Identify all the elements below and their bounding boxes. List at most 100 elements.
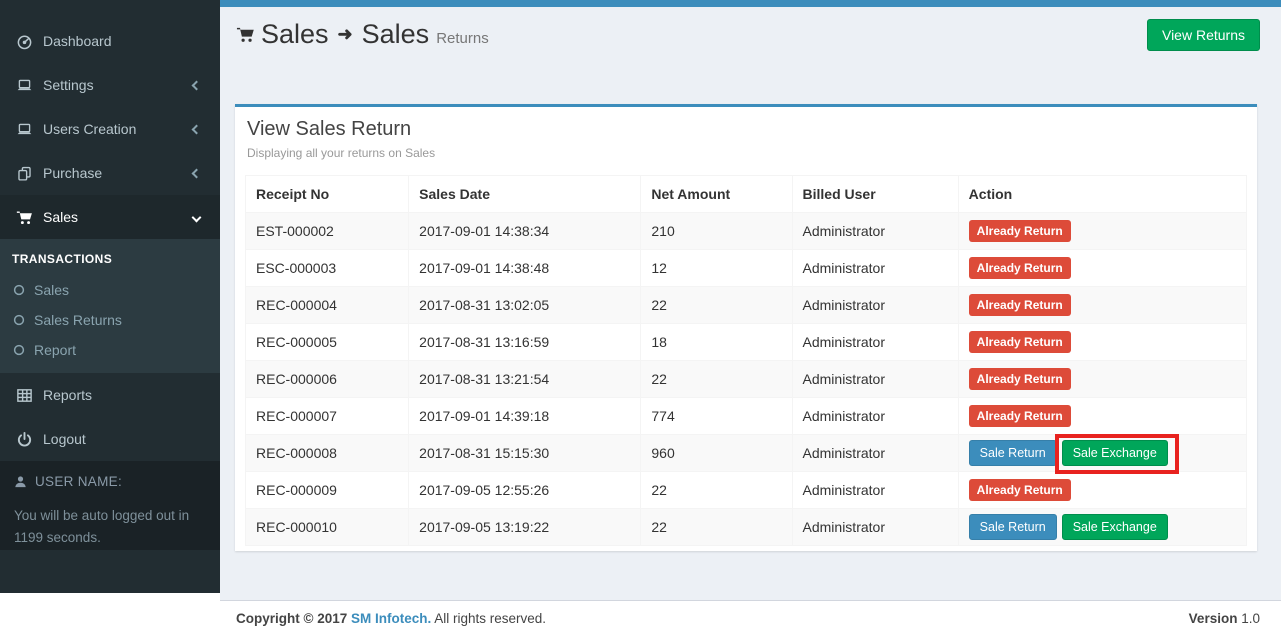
cell-sales-date: 2017-09-01 14:38:48 — [408, 249, 642, 287]
copy-icon — [15, 164, 33, 182]
already-return-badge: Already Return — [968, 220, 1071, 242]
footer: Copyright © 2017 SM Infotech. All rights… — [220, 600, 1281, 639]
version-value: 1.0 — [1241, 611, 1260, 626]
table-row: REC-000009 2017-09-05 12:55:26 22 Administr… — [244, 471, 1248, 509]
cell-sales-date: 2017-08-31 13:02:05 — [408, 286, 642, 324]
sidebar-subitem-report[interactable]: Report — [0, 335, 220, 365]
cell-receipt-no: REC-000009 — [244, 471, 410, 509]
breadcrumb-secondary: Sales — [361, 19, 430, 49]
sidebar-item-reports[interactable]: Reports — [0, 373, 220, 417]
table-row: REC-000006 2017-08-31 13:21:54 22 Administr… — [244, 360, 1248, 398]
sale-return-button[interactable]: Sale Return — [968, 440, 1057, 466]
sale-return-button[interactable]: Sale Return — [968, 514, 1057, 540]
dashboard-icon — [15, 32, 33, 50]
cell-actions: Already Return — [957, 471, 1248, 509]
cell-receipt-no: ESC-000003 — [244, 249, 410, 287]
cell-billed-user: Administrator — [791, 434, 959, 472]
sidebar: Dashboard Settings Users Creation Purcha… — [0, 0, 220, 593]
sidebar-item-label: Users Creation — [43, 121, 137, 137]
sidebar-item-label: Reports — [43, 387, 93, 403]
main-content: Sales ➜ Sales Returns View Returns View … — [220, 7, 1281, 600]
sale-exchange-button[interactable]: Sale Exchange — [1061, 440, 1168, 466]
cell-actions: Already Return — [957, 360, 1248, 398]
cell-net-amount: 22 — [640, 286, 793, 324]
cell-net-amount: 774 — [640, 397, 793, 435]
cell-actions: Already Return — [957, 212, 1248, 250]
cell-billed-user: Administrator — [791, 397, 959, 435]
sales-returns-table: Receipt No Sales Date Net Amount Billed … — [244, 175, 1248, 546]
table-row: EST-000002 2017-09-01 14:38:34 210 Administ… — [244, 212, 1248, 250]
column-header-receipt-no: Receipt No — [244, 175, 410, 213]
cell-actions: Already Return — [957, 323, 1248, 361]
copyright-prefix: Copyright © 2017 — [236, 611, 348, 626]
already-return-badge: Already Return — [968, 331, 1071, 353]
sidebar-item-label: Purchase — [43, 165, 103, 181]
column-header-billed-user: Billed User — [791, 175, 959, 213]
subitem-label: Sales — [34, 282, 70, 298]
cell-sales-date: 2017-09-01 14:39:18 — [408, 397, 642, 435]
cell-billed-user: Administrator — [791, 286, 959, 324]
sale-exchange-button[interactable]: Sale Exchange — [1061, 514, 1168, 540]
cell-sales-date: 2017-08-31 13:16:59 — [408, 323, 642, 361]
cell-actions: Already Return — [957, 397, 1248, 435]
cell-net-amount: 18 — [640, 323, 793, 361]
cell-actions: Already Return — [957, 249, 1248, 287]
cell-receipt-no: REC-000004 — [244, 286, 410, 324]
cell-net-amount: 22 — [640, 360, 793, 398]
panel-title: View Sales Return — [247, 118, 412, 140]
cell-billed-user: Administrator — [791, 508, 959, 546]
sidebar-subitem-sales-returns[interactable]: Sales Returns — [0, 305, 220, 335]
table-row: ESC-000003 2017-09-01 14:38:48 12 Administr… — [244, 249, 1248, 287]
view-returns-button[interactable]: View Returns — [1146, 19, 1260, 51]
sales-table-body: EST-000002 2017-09-01 14:38:34 210 Administ… — [244, 212, 1248, 546]
version-label: Version — [1188, 611, 1238, 626]
sidebar-item-sales[interactable]: Sales — [0, 195, 220, 239]
table-icon — [15, 386, 33, 404]
chevron-left-icon — [191, 168, 202, 178]
cell-sales-date: 2017-09-05 12:55:26 — [408, 471, 642, 509]
breadcrumb-suffix: Returns — [436, 30, 489, 47]
cell-receipt-no: REC-000007 — [244, 397, 410, 435]
cell-receipt-no: EST-000002 — [244, 212, 410, 250]
sidebar-item-settings[interactable]: Settings — [0, 63, 220, 107]
already-return-badge: Already Return — [968, 294, 1071, 316]
sidebar-item-purchase[interactable]: Purchase — [0, 151, 220, 195]
person-icon — [14, 475, 27, 488]
cell-receipt-no: REC-000005 — [244, 323, 410, 361]
cell-receipt-no: REC-000010 — [244, 508, 410, 546]
table-row: REC-000004 2017-08-31 13:02:05 22 Administr… — [244, 286, 1248, 324]
table-row: REC-000007 2017-09-01 14:39:18 774 Administ… — [244, 397, 1248, 435]
cell-net-amount: 960 — [640, 434, 793, 472]
table-row: REC-000010 2017-09-05 13:19:22 22 Administr… — [244, 508, 1248, 546]
copyright-suffix: All rights reserved. — [434, 611, 547, 626]
content-header: Sales ➜ Sales Returns View Returns — [220, 7, 1281, 51]
cell-receipt-no: REC-000008 — [244, 434, 410, 472]
table-row: REC-000008 2017-08-31 15:15:30 960 Administ… — [244, 434, 1248, 474]
column-header-action: Action — [957, 175, 1248, 213]
column-header-net-amount: Net Amount — [640, 175, 793, 213]
circle-icon — [13, 344, 25, 356]
cell-net-amount: 12 — [640, 249, 793, 287]
sidebar-item-dashboard[interactable]: Dashboard — [0, 19, 220, 63]
cell-billed-user: Administrator — [791, 212, 959, 250]
circle-icon — [13, 284, 25, 296]
cell-net-amount: 210 — [640, 212, 793, 250]
submenu-section-header: TRANSACTIONS — [12, 252, 113, 266]
cell-billed-user: Administrator — [791, 471, 959, 509]
cell-actions: Already Return — [957, 286, 1248, 324]
table-row: REC-000005 2017-08-31 13:16:59 18 Administr… — [244, 323, 1248, 361]
cell-actions: Sale Return Sale Exchange — [957, 434, 1248, 474]
laptop-icon — [15, 120, 33, 138]
sidebar-item-logout[interactable]: Logout — [0, 417, 220, 461]
chevron-left-icon — [191, 124, 202, 134]
sidebar-item-users-creation[interactable]: Users Creation — [0, 107, 220, 151]
cell-sales-date: 2017-09-05 13:19:22 — [408, 508, 642, 546]
sidebar-subitem-sales[interactable]: Sales — [0, 275, 220, 305]
company-link[interactable]: SM Infotech. — [351, 611, 432, 626]
table-header-row: Receipt No Sales Date Net Amount Billed … — [244, 175, 1248, 213]
already-return-badge: Already Return — [968, 479, 1071, 501]
sales-submenu: TRANSACTIONS Sales Sales Returns Report — [0, 239, 220, 373]
auto-logout-notice: You will be auto logged out in 1199 seco… — [14, 508, 190, 545]
chevron-left-icon — [191, 80, 202, 90]
